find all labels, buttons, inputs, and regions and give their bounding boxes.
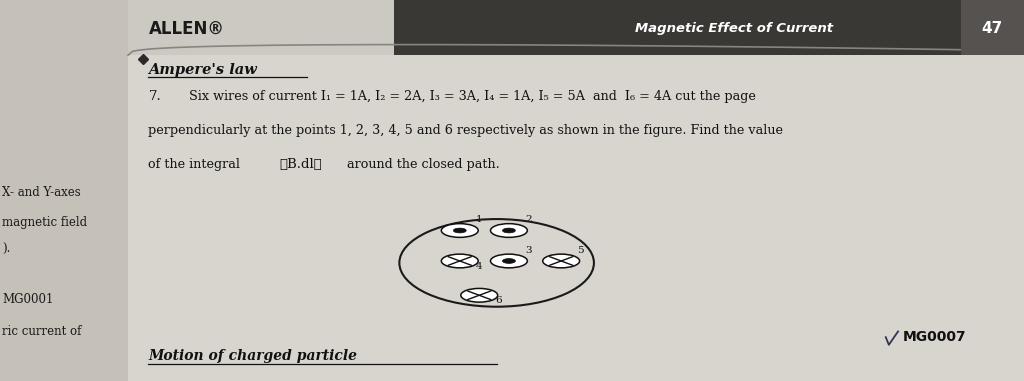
Text: around the closed path.: around the closed path. <box>343 158 500 171</box>
Bar <box>0 0 128 381</box>
Circle shape <box>503 228 515 233</box>
Text: Motion of charged particle: Motion of charged particle <box>148 349 357 363</box>
Text: X- and Y-axes: X- and Y-axes <box>2 186 81 199</box>
Circle shape <box>454 228 466 233</box>
Text: 5: 5 <box>578 246 584 255</box>
Bar <box>128 0 394 55</box>
Text: 7.: 7. <box>148 90 161 102</box>
Text: ).: ). <box>2 243 10 256</box>
Bar <box>961 0 1024 55</box>
Circle shape <box>490 254 527 268</box>
Text: ALLEN®: ALLEN® <box>148 19 224 38</box>
Text: Six wires of current I₁ = 1A, I₂ = 2A, I₃ = 3A, I₄ = 1A, I₅ = 5A  and  I₆ = 4A c: Six wires of current I₁ = 1A, I₂ = 2A, I… <box>189 90 757 102</box>
Bar <box>394 0 1024 55</box>
Circle shape <box>503 259 515 263</box>
Circle shape <box>461 288 498 302</box>
Text: ∮B.dl⃗: ∮B.dl⃗ <box>280 158 323 171</box>
Text: magnetic field: magnetic field <box>2 216 87 229</box>
Text: MG0007: MG0007 <box>903 330 967 344</box>
Text: Magnetic Effect of Current: Magnetic Effect of Current <box>635 22 833 35</box>
Text: MG0001: MG0001 <box>2 293 53 306</box>
Text: 3: 3 <box>525 246 531 255</box>
Circle shape <box>543 254 580 268</box>
Text: 47: 47 <box>982 21 1002 36</box>
Text: 4: 4 <box>476 261 482 271</box>
Circle shape <box>441 224 478 237</box>
Circle shape <box>490 224 527 237</box>
Text: of the integral: of the integral <box>148 158 245 171</box>
Text: ric current of: ric current of <box>2 325 82 338</box>
Circle shape <box>441 254 478 268</box>
Text: 1: 1 <box>476 215 482 224</box>
Text: Ampere's law: Ampere's law <box>148 64 257 77</box>
Text: 2: 2 <box>525 215 531 224</box>
Text: perpendicularly at the points 1, 2, 3, 4, 5 and 6 respectively as shown in the f: perpendicularly at the points 1, 2, 3, 4… <box>148 124 783 137</box>
Text: 6: 6 <box>496 296 502 305</box>
